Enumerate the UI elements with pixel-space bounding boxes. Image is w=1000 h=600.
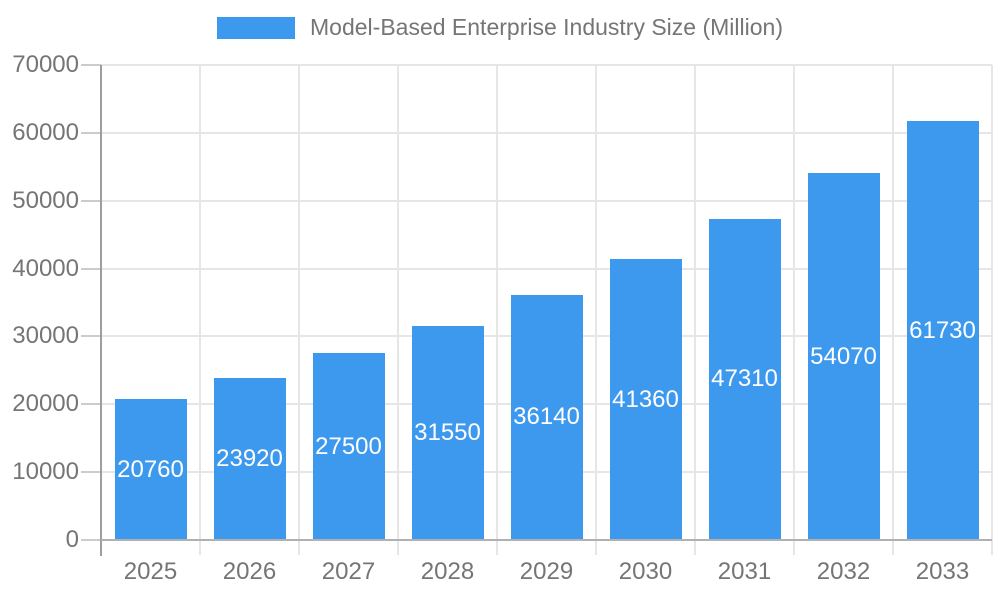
- x-tick-label: 2030: [618, 558, 673, 585]
- vertical-gridline: [892, 65, 894, 555]
- legend-label: Model-Based Enterprise Industry Size (Mi…: [310, 14, 783, 40]
- y-axis-tick: [81, 539, 101, 541]
- bar-value-label: 23920: [216, 444, 283, 472]
- y-tick-label: 10000: [12, 458, 79, 486]
- x-tick-label: 2027: [321, 558, 376, 585]
- bar-value-label: 47310: [711, 365, 778, 393]
- bar-value-label: 61730: [909, 316, 976, 344]
- bar-value-label: 27500: [315, 432, 382, 460]
- plot-area: 20760 23920 27500 31550 36140 41360 47310 54070…: [81, 64, 993, 556]
- bar-value-label: 31550: [414, 418, 481, 446]
- bar: 31550: [411, 325, 484, 540]
- legend[interactable]: Model-Based Enterprise Industry Size (Mi…: [0, 14, 1000, 41]
- vertical-gridline: [793, 65, 795, 555]
- bar-value-label: 41360: [612, 385, 679, 413]
- x-axis-line: [101, 539, 992, 541]
- x-tick-label: 2028: [420, 558, 475, 585]
- x-tick-label: 2032: [816, 558, 871, 585]
- bar: 23920: [213, 377, 286, 540]
- bar: 27500: [312, 353, 385, 540]
- y-tick-label: 60000: [12, 118, 79, 146]
- y-axis-tick: [81, 64, 101, 66]
- x-tick-label: 2031: [717, 558, 772, 585]
- y-tick-label: 0: [65, 526, 79, 553]
- vertical-gridline: [397, 65, 399, 555]
- y-tick-label: 40000: [12, 254, 79, 282]
- horizontal-gridline: [101, 64, 992, 66]
- y-tick-label: 70000: [12, 51, 79, 78]
- bar: 36140: [510, 294, 583, 540]
- vertical-gridline: [595, 65, 597, 555]
- y-tick-label: 50000: [12, 186, 79, 214]
- horizontal-gridline: [101, 267, 992, 270]
- y-tick-label: 30000: [12, 322, 79, 350]
- y-axis-tick: [81, 199, 101, 202]
- y-axis-tick: [81, 335, 101, 338]
- x-tick-label: 2025: [123, 558, 178, 585]
- bar-value-label: 36140: [513, 403, 580, 431]
- vertical-gridline: [298, 65, 300, 555]
- vertical-gridline: [991, 65, 993, 555]
- vertical-gridline: [694, 65, 696, 555]
- legend-swatch: [217, 16, 296, 39]
- y-tick-label: 20000: [12, 390, 79, 418]
- y-axis-tick: [81, 471, 101, 474]
- y-axis-line: [100, 65, 102, 556]
- bar: 47310: [708, 218, 781, 540]
- y-axis-tick: [81, 131, 101, 134]
- vertical-gridline: [199, 65, 201, 555]
- bar-value-label: 20760: [117, 455, 184, 483]
- x-tick-label: 2029: [519, 558, 574, 585]
- vertical-gridline: [496, 65, 498, 555]
- y-axis-tick: [81, 403, 101, 406]
- bar: 61730: [906, 121, 979, 540]
- bar-value-label: 54070: [810, 342, 877, 370]
- horizontal-gridline: [101, 199, 992, 202]
- x-tick-label: 2026: [222, 558, 277, 585]
- x-tick-label: 2033: [915, 558, 970, 585]
- bar: 20760: [114, 399, 187, 540]
- bar: 41360: [609, 259, 682, 540]
- bar: 54070: [807, 173, 880, 540]
- y-axis-tick: [81, 267, 101, 270]
- horizontal-gridline: [101, 131, 992, 134]
